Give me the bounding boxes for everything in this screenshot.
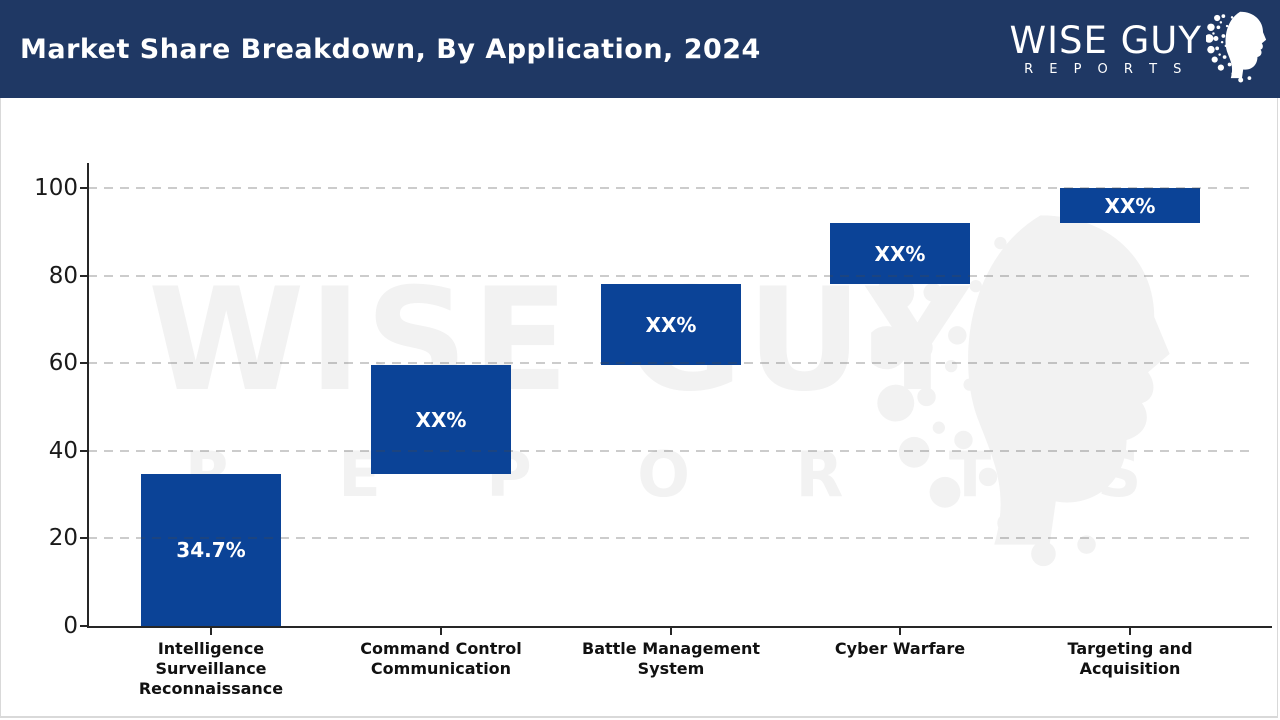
- bar-value-label: XX%: [1104, 193, 1156, 218]
- bar-segment: 34.7%: [141, 474, 281, 626]
- x-tick-mark: [670, 628, 672, 635]
- gridline: [88, 537, 1256, 540]
- y-tick-mark: [80, 274, 87, 277]
- bar-segment: XX%: [601, 284, 741, 366]
- y-tick-mark: [80, 187, 87, 189]
- y-tick-label: 100: [34, 175, 78, 201]
- bar-segment: XX%: [1060, 188, 1200, 224]
- bar-value-label: 34.7%: [176, 537, 246, 562]
- bar-value-label: XX%: [415, 407, 467, 432]
- y-tick-mark: [80, 449, 87, 452]
- x-category-label: Intelligence Surveillance Reconnaissance: [138, 639, 284, 698]
- watermark-brand-name: WISE GUY: [148, 258, 973, 423]
- x-tick-mark: [210, 628, 212, 635]
- x-tick-mark: [1129, 628, 1131, 635]
- brand-logo: WISE GUY R E P O R T S: [1010, 6, 1268, 92]
- x-category-label: Battle Management System: [582, 639, 760, 678]
- x-category-label: Command Control Communication: [360, 639, 522, 678]
- y-tick-label: 0: [63, 613, 78, 639]
- gridline: [88, 187, 1256, 189]
- x-tick-mark: [899, 628, 901, 635]
- y-tick-label: 40: [48, 437, 78, 464]
- gridline: [88, 362, 1256, 365]
- header-bar: Market Share Breakdown, By Application, …: [0, 0, 1280, 98]
- brand-name: WISE GUY: [1009, 19, 1202, 62]
- y-tick-label: 20: [48, 525, 78, 552]
- brand-tagline: R E P O R T S: [1024, 62, 1188, 77]
- y-axis-line: [87, 163, 89, 628]
- x-tick-mark: [440, 628, 442, 635]
- x-category-label: Targeting and Acquisition: [1067, 639, 1193, 678]
- bar-segment: XX%: [830, 223, 970, 285]
- bar-value-label: XX%: [645, 312, 697, 337]
- x-axis-line: [87, 626, 1272, 628]
- x-category-label: Cyber Warfare: [834, 639, 966, 658]
- bar-segment: XX%: [371, 365, 511, 474]
- y-tick-mark: [80, 362, 87, 365]
- gridline: [88, 449, 1256, 452]
- brand-logo-text: WISE GUY R E P O R T S: [1009, 19, 1202, 78]
- y-tick-label: 80: [48, 262, 78, 289]
- gridline: [88, 274, 1256, 277]
- brand-head-icon: [1206, 8, 1268, 90]
- y-tick-label: 60: [48, 350, 78, 377]
- chart-title: Market Share Breakdown, By Application, …: [20, 33, 761, 65]
- bar-value-label: XX%: [874, 241, 926, 266]
- y-tick-mark: [80, 625, 87, 627]
- y-tick-mark: [80, 537, 87, 540]
